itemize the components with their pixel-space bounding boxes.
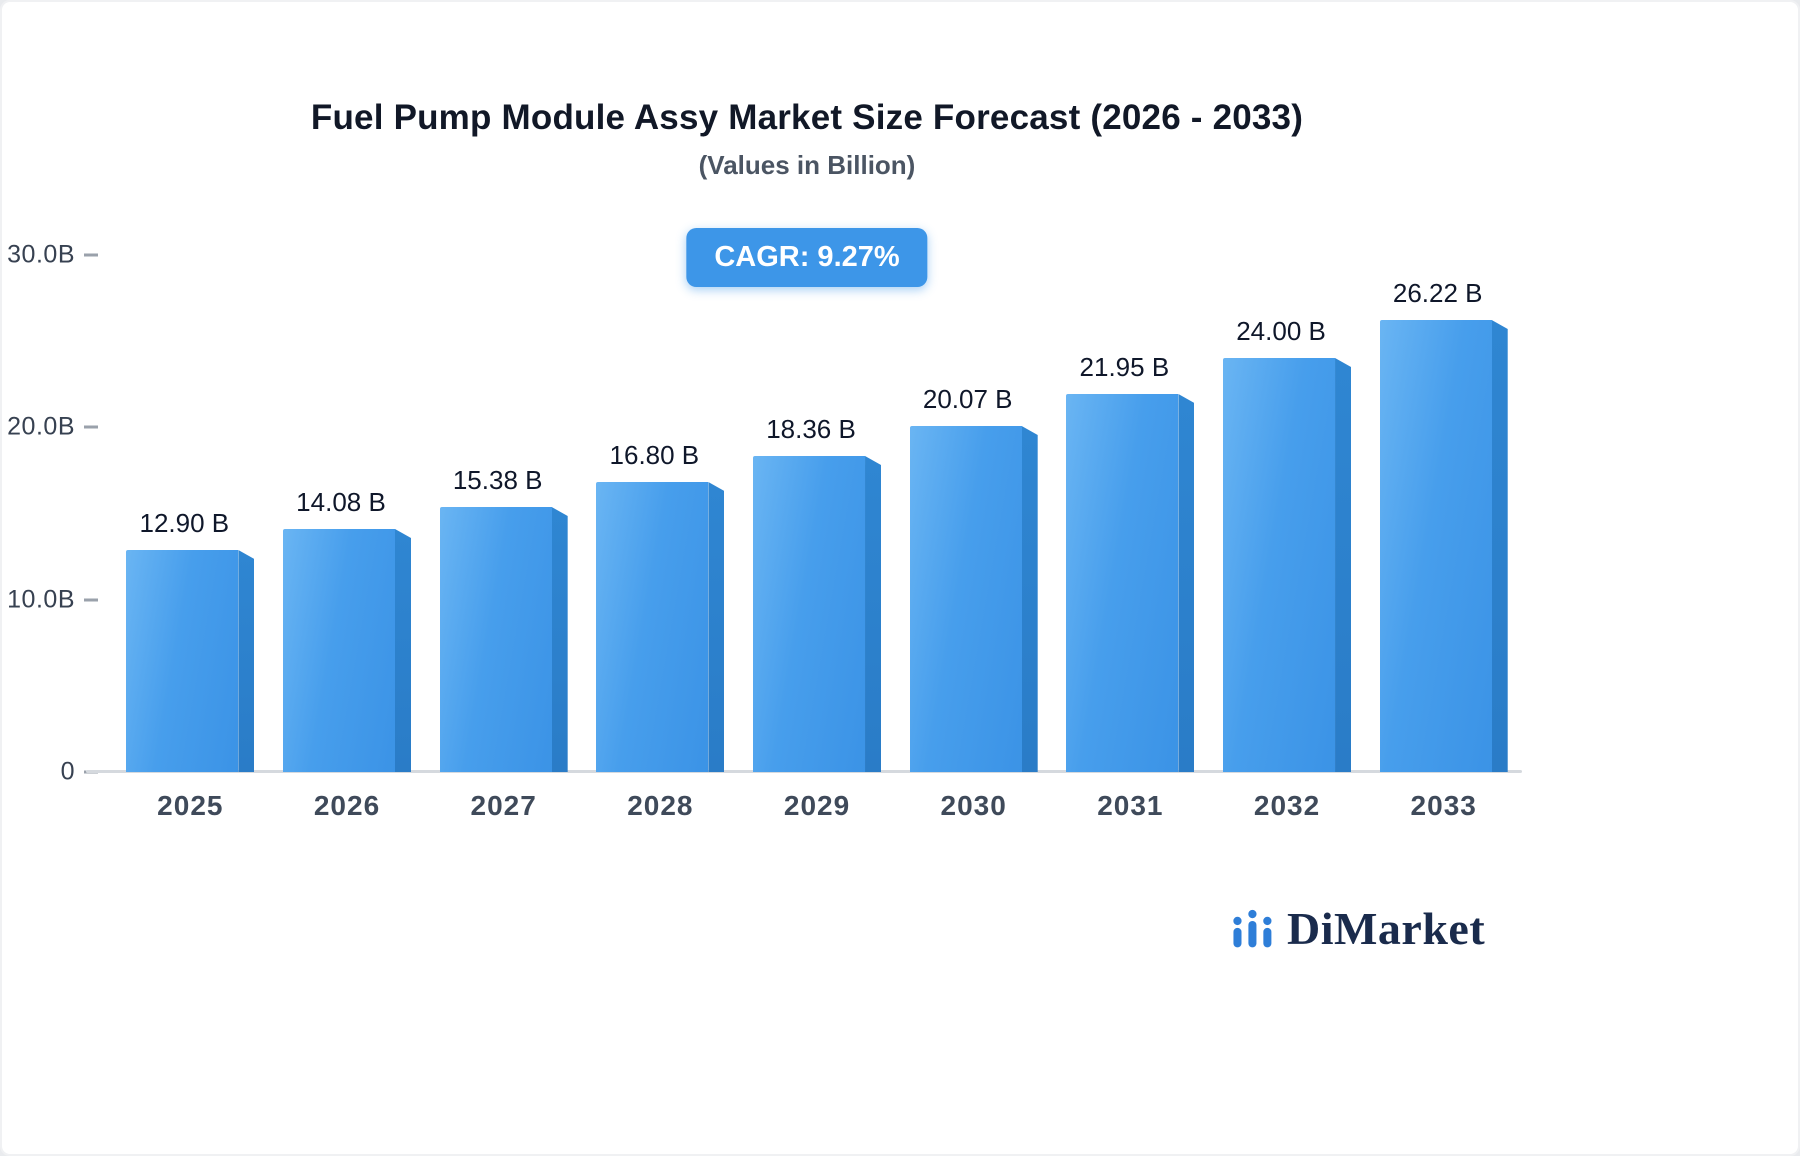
bar-side	[238, 550, 255, 772]
bar-value-label: 16.80 B	[609, 440, 700, 470]
chart-title: Fuel Pump Module Assy Market Size Foreca…	[310, 98, 1304, 137]
cagr-badge: CAGR: 9.27%	[686, 228, 928, 287]
bar-2029[interactable]: 18.36 B	[753, 414, 882, 772]
bar-value-label: 21.95 B	[1079, 352, 1170, 382]
y-axis-tick-10.0B: 10.0B	[7, 585, 98, 614]
bar-value-label: 20.07 B	[922, 384, 1013, 414]
x-axis-label-2027: 2027	[470, 790, 537, 821]
bar-group-2025: 12.90 B 2025	[112, 255, 269, 821]
bar-group-2030: 20.07 B 2030	[895, 255, 1052, 821]
x-axis-label-2031: 2031	[1097, 790, 1164, 821]
y-axis-tick-label: 0	[60, 757, 75, 786]
bar-2026[interactable]: 14.08 B	[283, 487, 411, 772]
bar-side	[1491, 320, 1508, 772]
bar-2033[interactable]: 26.22 B	[1379, 278, 1508, 772]
bar-side	[1021, 426, 1038, 772]
bar-value-label: 12.90 B	[139, 508, 230, 538]
x-axis-label-2032: 2032	[1253, 790, 1321, 821]
bar-group-2031: 21.95 B 2031	[1052, 255, 1209, 821]
bar-value-label: 24.00 B	[1236, 316, 1326, 346]
bar-group-2029: 18.36 B 2029	[739, 255, 896, 821]
chart-subtitle: (Values in Billion)	[698, 150, 916, 180]
bar-2028[interactable]: 16.80 B	[596, 440, 725, 772]
bar-side	[551, 507, 568, 772]
bar-value-label: 14.08 B	[296, 487, 386, 517]
bar-side	[395, 529, 411, 772]
y-axis-tick-label: 20.0B	[7, 412, 75, 441]
x-axis-label-2033: 2033	[1410, 790, 1477, 821]
bar-2031[interactable]: 21.95 B	[1066, 352, 1195, 772]
y-axis-tick-mark	[84, 425, 98, 429]
bar-2030[interactable]: 20.07 B	[909, 384, 1038, 772]
bar-2032[interactable]: 24.00 B	[1223, 316, 1352, 772]
x-axis-label-2029: 2029	[783, 790, 851, 821]
brand-name: DiMarket	[1287, 903, 1486, 954]
x-axis-label-2028: 2028	[627, 790, 694, 821]
bar-2027[interactable]: 15.38 B	[439, 465, 568, 772]
bar-group-2026: 14.08 B 2026	[269, 255, 426, 821]
bar-group-2032: 24.00 B 2032	[1209, 255, 1366, 821]
x-axis-label-2030: 2030	[940, 790, 1007, 821]
bar-value-label: 26.22 B	[1392, 278, 1483, 308]
x-axis-label-2026: 2026	[313, 790, 381, 821]
bar-group-2028: 16.80 B 2028	[582, 255, 739, 821]
bar-group-2027: 15.38 B 2027	[425, 255, 582, 821]
bars: 12.90 B 2025 14.08 B 2026 15.38 B 2027 16.80 B…	[112, 255, 1522, 821]
y-axis-tick-label: 10.0B	[7, 585, 75, 614]
y-axis-tick-mark	[84, 253, 98, 257]
y-axis-tick-mark	[84, 598, 98, 602]
bar-side	[1335, 358, 1352, 772]
bar-group-2033: 26.22 B 2033	[1365, 255, 1522, 821]
y-axis-tick-20.0B: 20.0B	[7, 413, 98, 442]
bar-side	[1178, 394, 1195, 772]
bar-value-label: 18.36 B	[766, 414, 856, 444]
bar-chart-icon	[1233, 909, 1272, 947]
bar-side	[865, 456, 882, 772]
bar-value-label: 15.38 B	[452, 465, 543, 495]
plot-area: 12.90 B 2025 14.08 B 2026 15.38 B 2027 16.80 B…	[86, 255, 1522, 821]
x-axis-label-2025: 2025	[157, 790, 224, 821]
bar-2025[interactable]: 12.90 B	[126, 508, 255, 772]
y-axis-tick-30.0B: 30.0B	[7, 241, 98, 270]
y-axis: 0 10.0B 20.0B 30.0B	[2, 241, 98, 786]
dimarket-logo: DiMarket	[1230, 902, 1485, 955]
y-axis-tick-label: 30.0B	[7, 240, 75, 269]
bar-side	[708, 482, 725, 772]
